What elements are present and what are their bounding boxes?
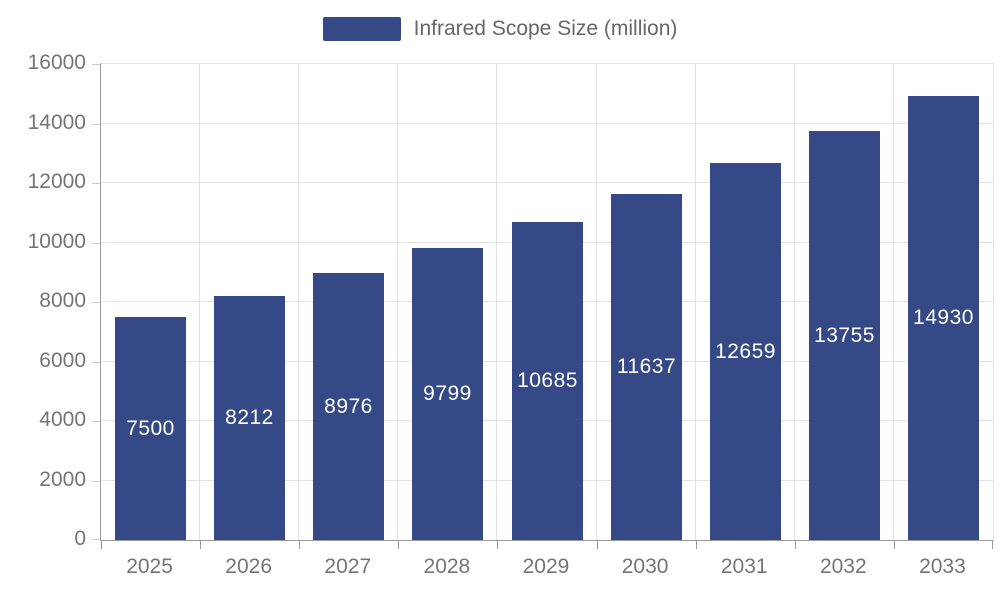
y-axis-tick	[92, 64, 100, 65]
gridline-vertical	[496, 64, 497, 540]
gridline-horizontal	[101, 63, 993, 64]
y-axis-tick-label: 4000	[39, 408, 86, 431]
y-axis-tick-label: 8000	[39, 289, 86, 312]
x-axis-tick	[992, 541, 993, 549]
x-axis-category-label: 2032	[819, 555, 867, 578]
x-axis-tick	[200, 541, 201, 549]
bar[interactable]: 14930	[908, 96, 979, 540]
y-axis-tick	[92, 123, 100, 125]
legend-item[interactable]: Infrared Scope Size (million)	[0, 17, 1000, 41]
bar[interactable]: 10685	[512, 222, 583, 540]
gridline-horizontal	[101, 182, 993, 183]
bar-value-label: 9799	[423, 382, 472, 405]
bar-value-label: 13755	[814, 323, 875, 347]
gridline-vertical	[893, 64, 894, 540]
y-axis-tick	[92, 539, 100, 540]
y-axis-tick-label: 0	[74, 527, 86, 550]
y-axis-tick	[92, 421, 100, 422]
x-axis-category-label: 2025	[126, 555, 173, 578]
gridline-vertical	[397, 64, 398, 540]
bar[interactable]: 7500	[115, 317, 186, 540]
gridline-vertical	[596, 64, 597, 540]
gridline-vertical	[794, 64, 795, 540]
gridline-vertical	[298, 64, 299, 540]
x-axis-tick	[101, 541, 102, 549]
bar[interactable]: 11637	[611, 194, 682, 540]
x-axis-tick	[795, 541, 796, 549]
y-axis-tick	[92, 302, 100, 303]
legend-label: Infrared Scope Size (million)	[413, 17, 678, 40]
legend-swatch-icon	[322, 17, 401, 41]
bar[interactable]: 8212	[214, 296, 285, 540]
bar[interactable]: 9799	[412, 248, 483, 540]
bar-value-label: 11637	[616, 355, 677, 378]
x-axis-category-label: 2028	[423, 555, 471, 578]
y-axis-tick	[92, 480, 100, 482]
bar-value-label: 10685	[517, 369, 578, 392]
x-axis-category-label: 2030	[621, 555, 669, 578]
x-axis-tick	[597, 541, 598, 549]
x-axis-tick	[894, 541, 895, 549]
plot-area: 7500 8212 8976 9799 10685 11637 12659 13755 1493…	[92, 63, 994, 549]
bar-value-label: 8212	[225, 406, 274, 429]
y-axis-tick-label: 2000	[39, 467, 86, 491]
y-axis-tick-label: 14000	[27, 110, 86, 134]
x-axis-category-label: 2033	[919, 555, 966, 578]
x-axis-category-label: 2026	[225, 555, 273, 578]
gridline-vertical	[695, 64, 696, 540]
bar[interactable]: 12659	[710, 163, 781, 540]
gridline-vertical	[199, 64, 200, 540]
y-axis-tick	[92, 183, 100, 184]
x-axis-category-label: 2031	[720, 555, 768, 578]
x-axis-tick	[497, 541, 498, 549]
bar-value-label: 7500	[126, 416, 175, 440]
y-axis-tick-label: 6000	[39, 348, 86, 372]
y-axis-tick-label: 12000	[27, 170, 86, 193]
bar-value-label: 14930	[913, 306, 974, 329]
y-axis-tick	[92, 242, 100, 244]
x-axis-category-label: 2029	[522, 555, 570, 578]
bar[interactable]: 13755	[809, 131, 880, 540]
gridline-horizontal	[101, 122, 993, 124]
x-axis-tick	[696, 541, 697, 549]
bar-value-label: 12659	[715, 339, 776, 363]
x-axis-tick	[299, 541, 300, 549]
x-axis-category-label: 2027	[324, 555, 372, 578]
y-axis-tick	[92, 361, 100, 363]
bar[interactable]: 8976	[313, 273, 384, 540]
y-axis-tick-label: 10000	[27, 229, 86, 253]
y-axis-tick-label: 16000	[27, 51, 86, 74]
x-axis-tick	[398, 541, 399, 549]
bar-value-label: 8976	[324, 394, 373, 418]
